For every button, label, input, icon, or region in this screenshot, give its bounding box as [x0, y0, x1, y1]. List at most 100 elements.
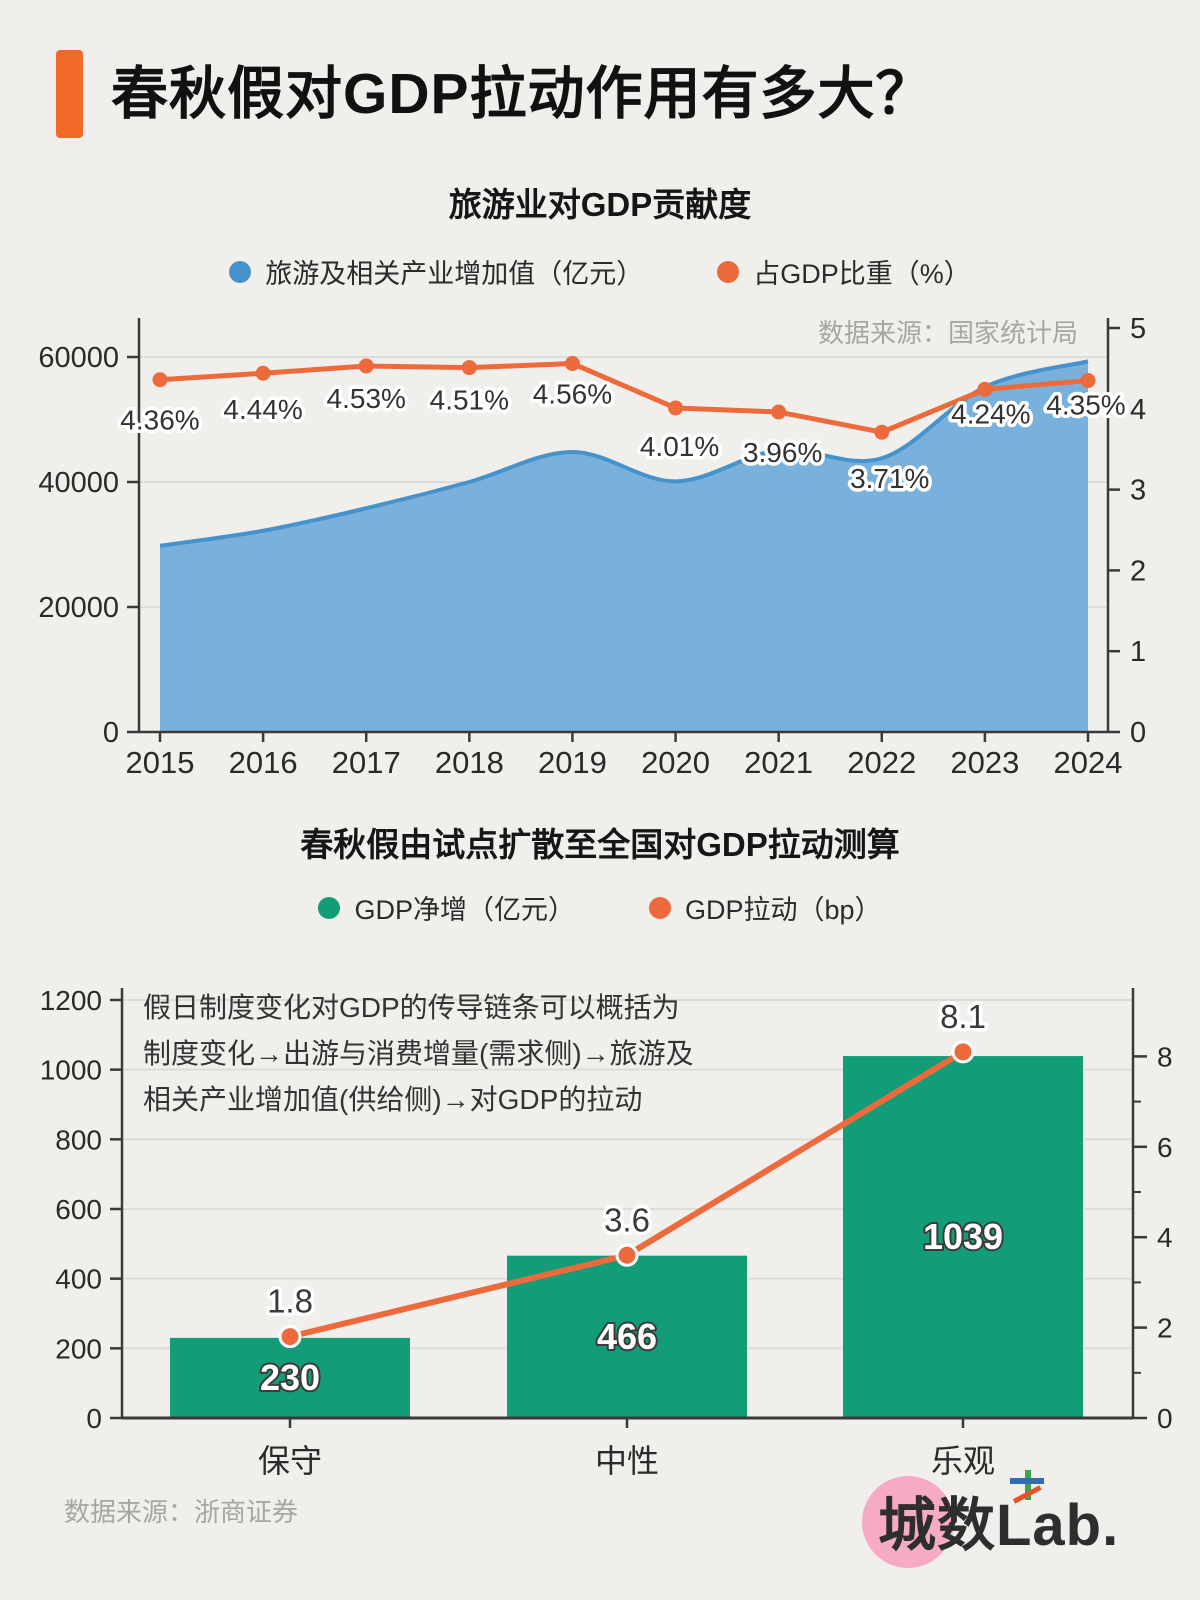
svg-text:6: 6: [1157, 1132, 1173, 1163]
svg-text:0: 0: [103, 717, 119, 749]
tourism-area-edge: [159, 359, 1089, 548]
orange-legend-dot-icon: [717, 260, 740, 283]
svg-text:60000: 60000: [38, 342, 119, 374]
gdp-share-label: 3.71%: [850, 463, 929, 494]
svg-text:1: 1: [1130, 636, 1146, 668]
svg-text:20000: 20000: [38, 592, 119, 624]
chart2-legend: GDP净增（亿元） GDP拉动（bp）: [0, 888, 1200, 927]
logo-hash-icon: [1010, 1470, 1044, 1504]
bar-value-label: 1039: [923, 1216, 1003, 1257]
legend-label: 占GDP比重（%）: [753, 259, 971, 289]
svg-text:2024: 2024: [1054, 745, 1123, 780]
holiday-gdp-chart: 0 200 400 600 800 1000 1200 0 2 4 6 8 保守 中性 乐观 假日制度变化对G…: [40, 985, 1173, 1479]
legend-label: 旅游及相关产业增加值（亿元）: [265, 259, 644, 289]
gdp-share-point: [358, 358, 374, 374]
gdp-share-label: 4.44%: [223, 394, 302, 425]
svg-text:4: 4: [1130, 394, 1146, 426]
title-accent-bar: [56, 50, 83, 138]
logo-pink-circle-icon: [862, 1476, 954, 1568]
gdp-share-label: 4.56%: [533, 379, 612, 410]
gdp-pull-label: 1.8: [267, 1283, 313, 1320]
svg-text:400: 400: [55, 1264, 102, 1295]
orange-legend-dot-icon: [648, 896, 671, 919]
page-title: 春秋假对GDP拉动作用有多大？: [111, 62, 934, 126]
svg-text:0: 0: [1130, 717, 1146, 749]
svg-text:制度变化→出游与消费增量(需求侧)→旅游及: 制度变化→出游与消费增量(需求侧)→旅游及: [143, 1038, 694, 1069]
svg-text:假日制度变化对GDP的传导链条可以概括为: 假日制度变化对GDP的传导链条可以概括为: [143, 992, 680, 1023]
gdp-pull-point: [951, 1040, 975, 1064]
gdp-share-label: 4.01%: [640, 431, 719, 462]
chart2-axis-labels: 0 200 400 600 800 1000 1200 0 2 4 6 8 保守 中性 乐观: [40, 985, 1173, 1479]
svg-text:8: 8: [1157, 1041, 1173, 1072]
gdp-share-label: 3.96%: [743, 437, 822, 468]
blue-legend-dot-icon: [229, 260, 252, 283]
chengshu-lab-logo: 城数Lab.: [862, 1462, 1192, 1572]
scenario-bar: [843, 1056, 1083, 1418]
svg-text:1200: 1200: [40, 985, 102, 1016]
svg-text:2016: 2016: [229, 745, 298, 780]
svg-text:2019: 2019: [538, 745, 607, 780]
chart2-title: 春秋假由试点扩散至全国对GDP拉动测算: [300, 826, 900, 863]
tourism-area: [160, 361, 1088, 732]
gdp-pull-label: 8.1: [940, 998, 986, 1035]
chart1-legend: 旅游及相关产业增加值（亿元） 占GDP比重（%）: [0, 252, 1200, 291]
logo-text: 城数Lab.: [878, 1493, 1120, 1558]
gdp-share-point: [152, 372, 168, 388]
svg-text:0: 0: [86, 1403, 102, 1434]
gdp-share-point: [668, 400, 684, 416]
svg-text:2022: 2022: [847, 745, 916, 780]
svg-text:4: 4: [1157, 1222, 1173, 1253]
gdp-share-point: [771, 404, 787, 420]
gdp-pull-point: [278, 1325, 302, 1349]
legend-item-gdp-net: GDP净增（亿元）: [318, 888, 575, 927]
gdp-share-point: [461, 360, 477, 376]
header: 春秋假对GDP拉动作用有多大？: [56, 50, 934, 138]
svg-text:2021: 2021: [744, 745, 813, 780]
svg-text:乐观: 乐观: [931, 1443, 995, 1479]
gdp-share-line: [159, 361, 1089, 435]
legend-item-added-value: 旅游及相关产业增加值（亿元）: [229, 252, 643, 291]
legend-item-gdp-pull: GDP拉动（bp）: [648, 888, 882, 927]
svg-text:0: 0: [1157, 1403, 1173, 1434]
scenario-bar: [170, 1337, 410, 1418]
svg-text:2: 2: [1130, 555, 1146, 587]
svg-text:3: 3: [1130, 475, 1146, 507]
svg-text:2020: 2020: [641, 745, 710, 780]
svg-text:中性: 中性: [595, 1443, 659, 1479]
chart1-axes: [127, 318, 1120, 742]
chart2-axes: [110, 988, 1147, 1428]
chart1-title: 旅游业对GDP贡献度: [448, 186, 752, 223]
gdp-share-label: 4.53%: [327, 383, 406, 414]
bar-value-label: 466: [597, 1316, 657, 1357]
legend-label: GDP净增（亿元）: [354, 895, 575, 925]
gdp-share-label: 4.51%: [430, 385, 509, 416]
chart1-axis-labels: 0 20000 40000 60000 0 1 2 3 4 5 2015 2016 2017 2018 20…: [38, 313, 1146, 780]
svg-text:2015: 2015: [126, 745, 195, 780]
scenario-bar: [507, 1255, 747, 1418]
footer-source: 数据来源：浙商证券: [64, 1497, 299, 1527]
svg-text:200: 200: [55, 1333, 102, 1364]
gdp-share-point: [977, 381, 993, 397]
gdp-share-point: [564, 356, 580, 372]
gdp-pull-label: 3.6: [604, 1201, 650, 1238]
svg-text:2: 2: [1157, 1313, 1173, 1344]
tourism-gdp-chart: 0 20000 40000 60000 0 1 2 3 4 5 2015 2016 2017 2018 20…: [38, 313, 1146, 780]
gdp-share-label: 4.35%: [1046, 390, 1125, 421]
svg-text:800: 800: [55, 1124, 102, 1155]
svg-text:40000: 40000: [38, 467, 119, 499]
gdp-share-label: 4.36%: [120, 405, 199, 436]
svg-text:1000: 1000: [40, 1055, 102, 1086]
gdp-pull-point: [615, 1243, 639, 1267]
svg-text:2018: 2018: [435, 745, 504, 780]
chart2-annotation: 假日制度变化对GDP的传导链条可以概括为制度变化→出游与消费增量(需求侧)→旅游…: [143, 992, 694, 1115]
legend-item-gdp-share: 占GDP比重（%）: [717, 252, 971, 291]
gdp-share-point: [1080, 373, 1096, 389]
chart1-source: 数据来源：国家统计局: [818, 318, 1078, 348]
legend-label: GDP拉动（bp）: [684, 895, 882, 925]
gdp-share-label: 4.24%: [951, 398, 1030, 429]
svg-text:2023: 2023: [950, 745, 1019, 780]
gdp-share-point: [255, 365, 271, 381]
svg-text:相关产业增加值(供给侧)→对GDP的拉动: 相关产业增加值(供给侧)→对GDP的拉动: [143, 1084, 642, 1115]
svg-text:600: 600: [55, 1194, 102, 1225]
